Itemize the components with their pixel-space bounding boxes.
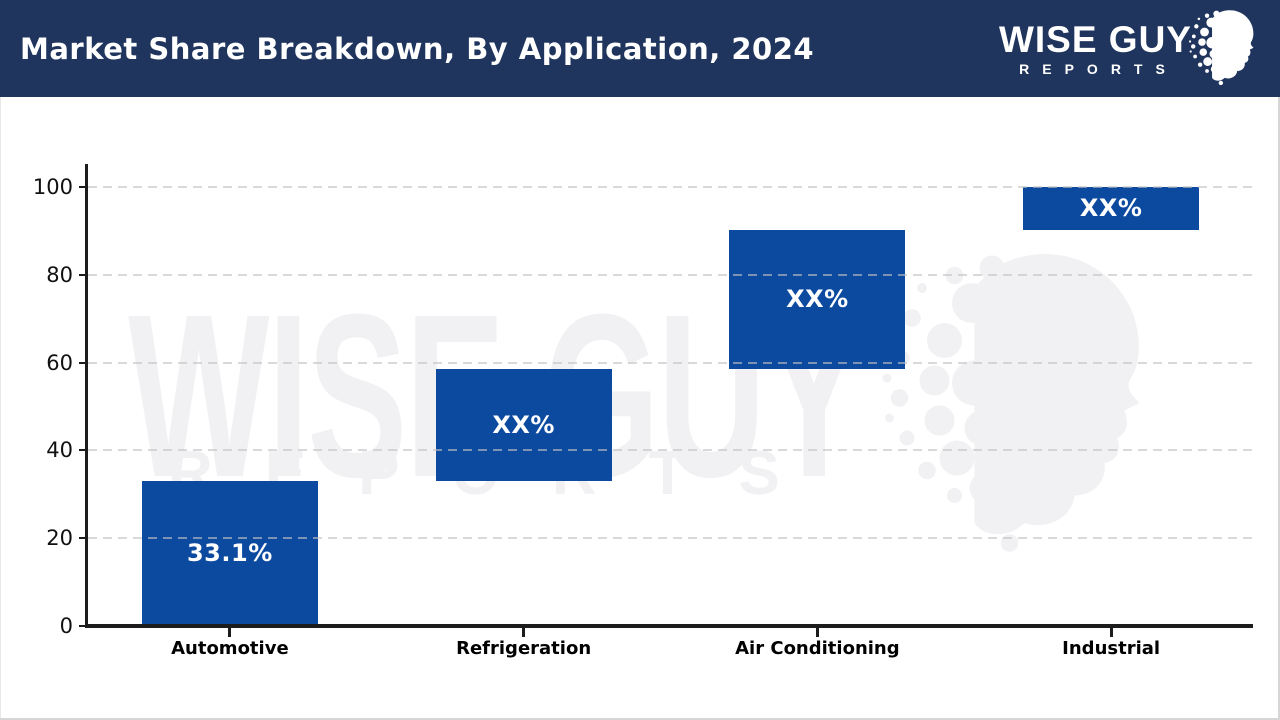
bar-refrigeration	[435, 368, 612, 481]
brand-logo-text: WISE GUY REPORTS	[999, 21, 1192, 76]
y-tick-label: 40	[46, 438, 73, 463]
bar-label-automotive: 33.1%	[186, 539, 273, 568]
category-label-refrigeration: Refrigeration	[456, 638, 592, 659]
gridline-40	[88, 449, 1256, 452]
y-tick-label: 20	[46, 526, 73, 551]
category-label-automotive: Automotive	[171, 638, 289, 659]
y-tick	[79, 361, 88, 364]
dotted-head-icon	[1188, 9, 1254, 85]
y-tick-label: 100	[32, 175, 73, 199]
page-title: Market Share Breakdown, By Application, …	[20, 31, 815, 66]
logo-wordmark: WISE GUY	[998, 19, 1192, 60]
header: Market Share Breakdown, By Application, …	[0, 0, 1280, 97]
y-tick	[79, 537, 88, 540]
gridline-60	[88, 361, 1256, 364]
y-tick-label: 60	[46, 350, 73, 375]
bar-air-conditioning	[729, 229, 906, 369]
brand-logo: WISE GUY REPORTS	[999, 0, 1270, 97]
bar-label-industrial: XX%	[1079, 194, 1143, 223]
x-tick	[522, 628, 526, 637]
y-tick	[79, 625, 88, 627]
gridline-80	[88, 273, 1256, 276]
y-tick	[79, 273, 88, 276]
x-axis	[85, 624, 1253, 628]
bar-industrial	[1023, 187, 1200, 230]
x-tick	[1109, 628, 1113, 637]
watermark-head-icon	[882, 254, 1140, 552]
y-tick	[79, 186, 88, 188]
bar-label-refrigeration: XX%	[492, 410, 555, 439]
x-tick	[815, 628, 819, 637]
y-tick-label: 0	[59, 614, 73, 638]
gridline-20	[88, 537, 1256, 540]
y-tick-label: 80	[46, 262, 73, 287]
y-axis	[85, 164, 88, 628]
x-tick	[228, 628, 232, 637]
category-label-industrial: Industrial	[1062, 638, 1161, 659]
category-label-air-conditioning: Air Conditioning	[735, 638, 900, 659]
logo-subtext: REPORTS	[1019, 61, 1178, 77]
gridline-100	[88, 186, 1256, 188]
bar-automotive	[141, 480, 318, 626]
y-tick	[79, 449, 88, 452]
bar-label-air-conditioning: XX%	[786, 285, 849, 314]
